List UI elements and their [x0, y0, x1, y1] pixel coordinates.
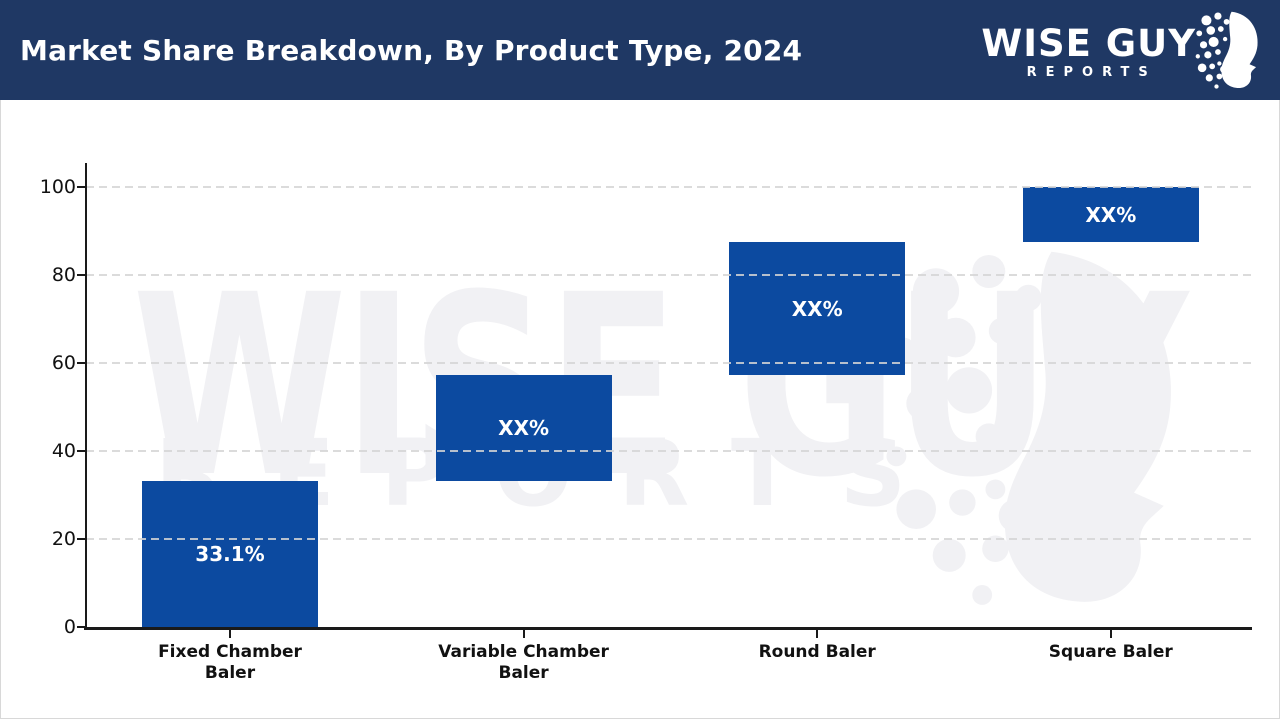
y-tick-mark-100 — [77, 186, 86, 188]
y-tick-label-0: 0 — [63, 616, 76, 638]
x-axis-line — [84, 627, 1252, 630]
x-tick-mark-square-baler — [1109, 629, 1112, 638]
x-category-label-line: Square Baler — [1048, 642, 1173, 662]
y-tick-label-100: 100 — [39, 176, 76, 198]
gridline-20 — [86, 538, 1252, 540]
y-tick-label-40: 40 — [51, 440, 76, 462]
x-category-label-line: Baler — [498, 663, 549, 684]
bar-square-baler — [1022, 187, 1199, 243]
y-tick-label-80: 80 — [51, 264, 76, 286]
header-bar: Market Share Breakdown, By Product Type,… — [0, 0, 1280, 100]
x-category-label-line: Round Baler — [758, 642, 876, 662]
brand-subname: REPORTS — [1026, 65, 1157, 80]
x-tick-mark-fixed-chamber-baler — [229, 629, 231, 638]
x-tick-mark-round-baler — [816, 629, 819, 638]
bar-value-label-round-baler: XX% — [791, 296, 843, 321]
gridline-100 — [86, 186, 1252, 188]
bar-value-label-square-baler: XX% — [1085, 202, 1137, 227]
watermark-text-line1: WISE GUY — [132, 241, 1188, 532]
bar-value-label-variable-chamber-baler: XX% — [498, 416, 550, 441]
bar-variable-chamber-baler — [435, 375, 612, 482]
x-category-label-line: Variable Chamber — [438, 642, 609, 662]
brand-head-icon — [1195, 11, 1258, 89]
y-tick-label-60: 60 — [51, 352, 76, 374]
y-tick-mark-60 — [77, 362, 86, 364]
y-tick-mark-80 — [77, 274, 86, 276]
brand-logo: WISE GUY REPORTS — [981, 6, 1264, 93]
bar-value-label-fixed-chamber-baler: 33.1% — [195, 542, 265, 567]
bar-fixed-chamber-baler — [142, 481, 318, 627]
chart-title: Market Share Breakdown, By Product Type,… — [20, 33, 803, 67]
y-axis-line — [85, 163, 87, 629]
x-category-label-fixed-chamber-baler: Fixed Chamber Baler — [110, 642, 350, 685]
brand-logo-text: WISE GUY REPORTS — [981, 25, 1196, 80]
y-tick-label-20: 20 — [51, 528, 76, 550]
y-tick-mark-0 — [77, 626, 86, 628]
watermark-head-icon — [886, 251, 1171, 605]
gridline-40 — [86, 450, 1252, 452]
brand-name: WISE GUY — [981, 22, 1196, 65]
y-tick-mark-40 — [77, 450, 86, 452]
x-tick-mark-variable-chamber-baler — [522, 629, 525, 638]
x-category-label-round-baler: Round Baler — [697, 642, 937, 663]
x-category-label-variable-chamber-baler: Variable Chamber Baler — [404, 642, 644, 685]
bar-round-baler — [729, 242, 906, 376]
x-category-label-line: Fixed Chamber — [158, 642, 302, 662]
x-category-label-square-baler: Square Baler — [991, 642, 1231, 663]
gridline-80 — [86, 274, 1252, 276]
x-category-label-line: Baler — [204, 663, 256, 684]
y-tick-mark-20 — [77, 538, 86, 540]
gridline-60 — [86, 362, 1252, 364]
